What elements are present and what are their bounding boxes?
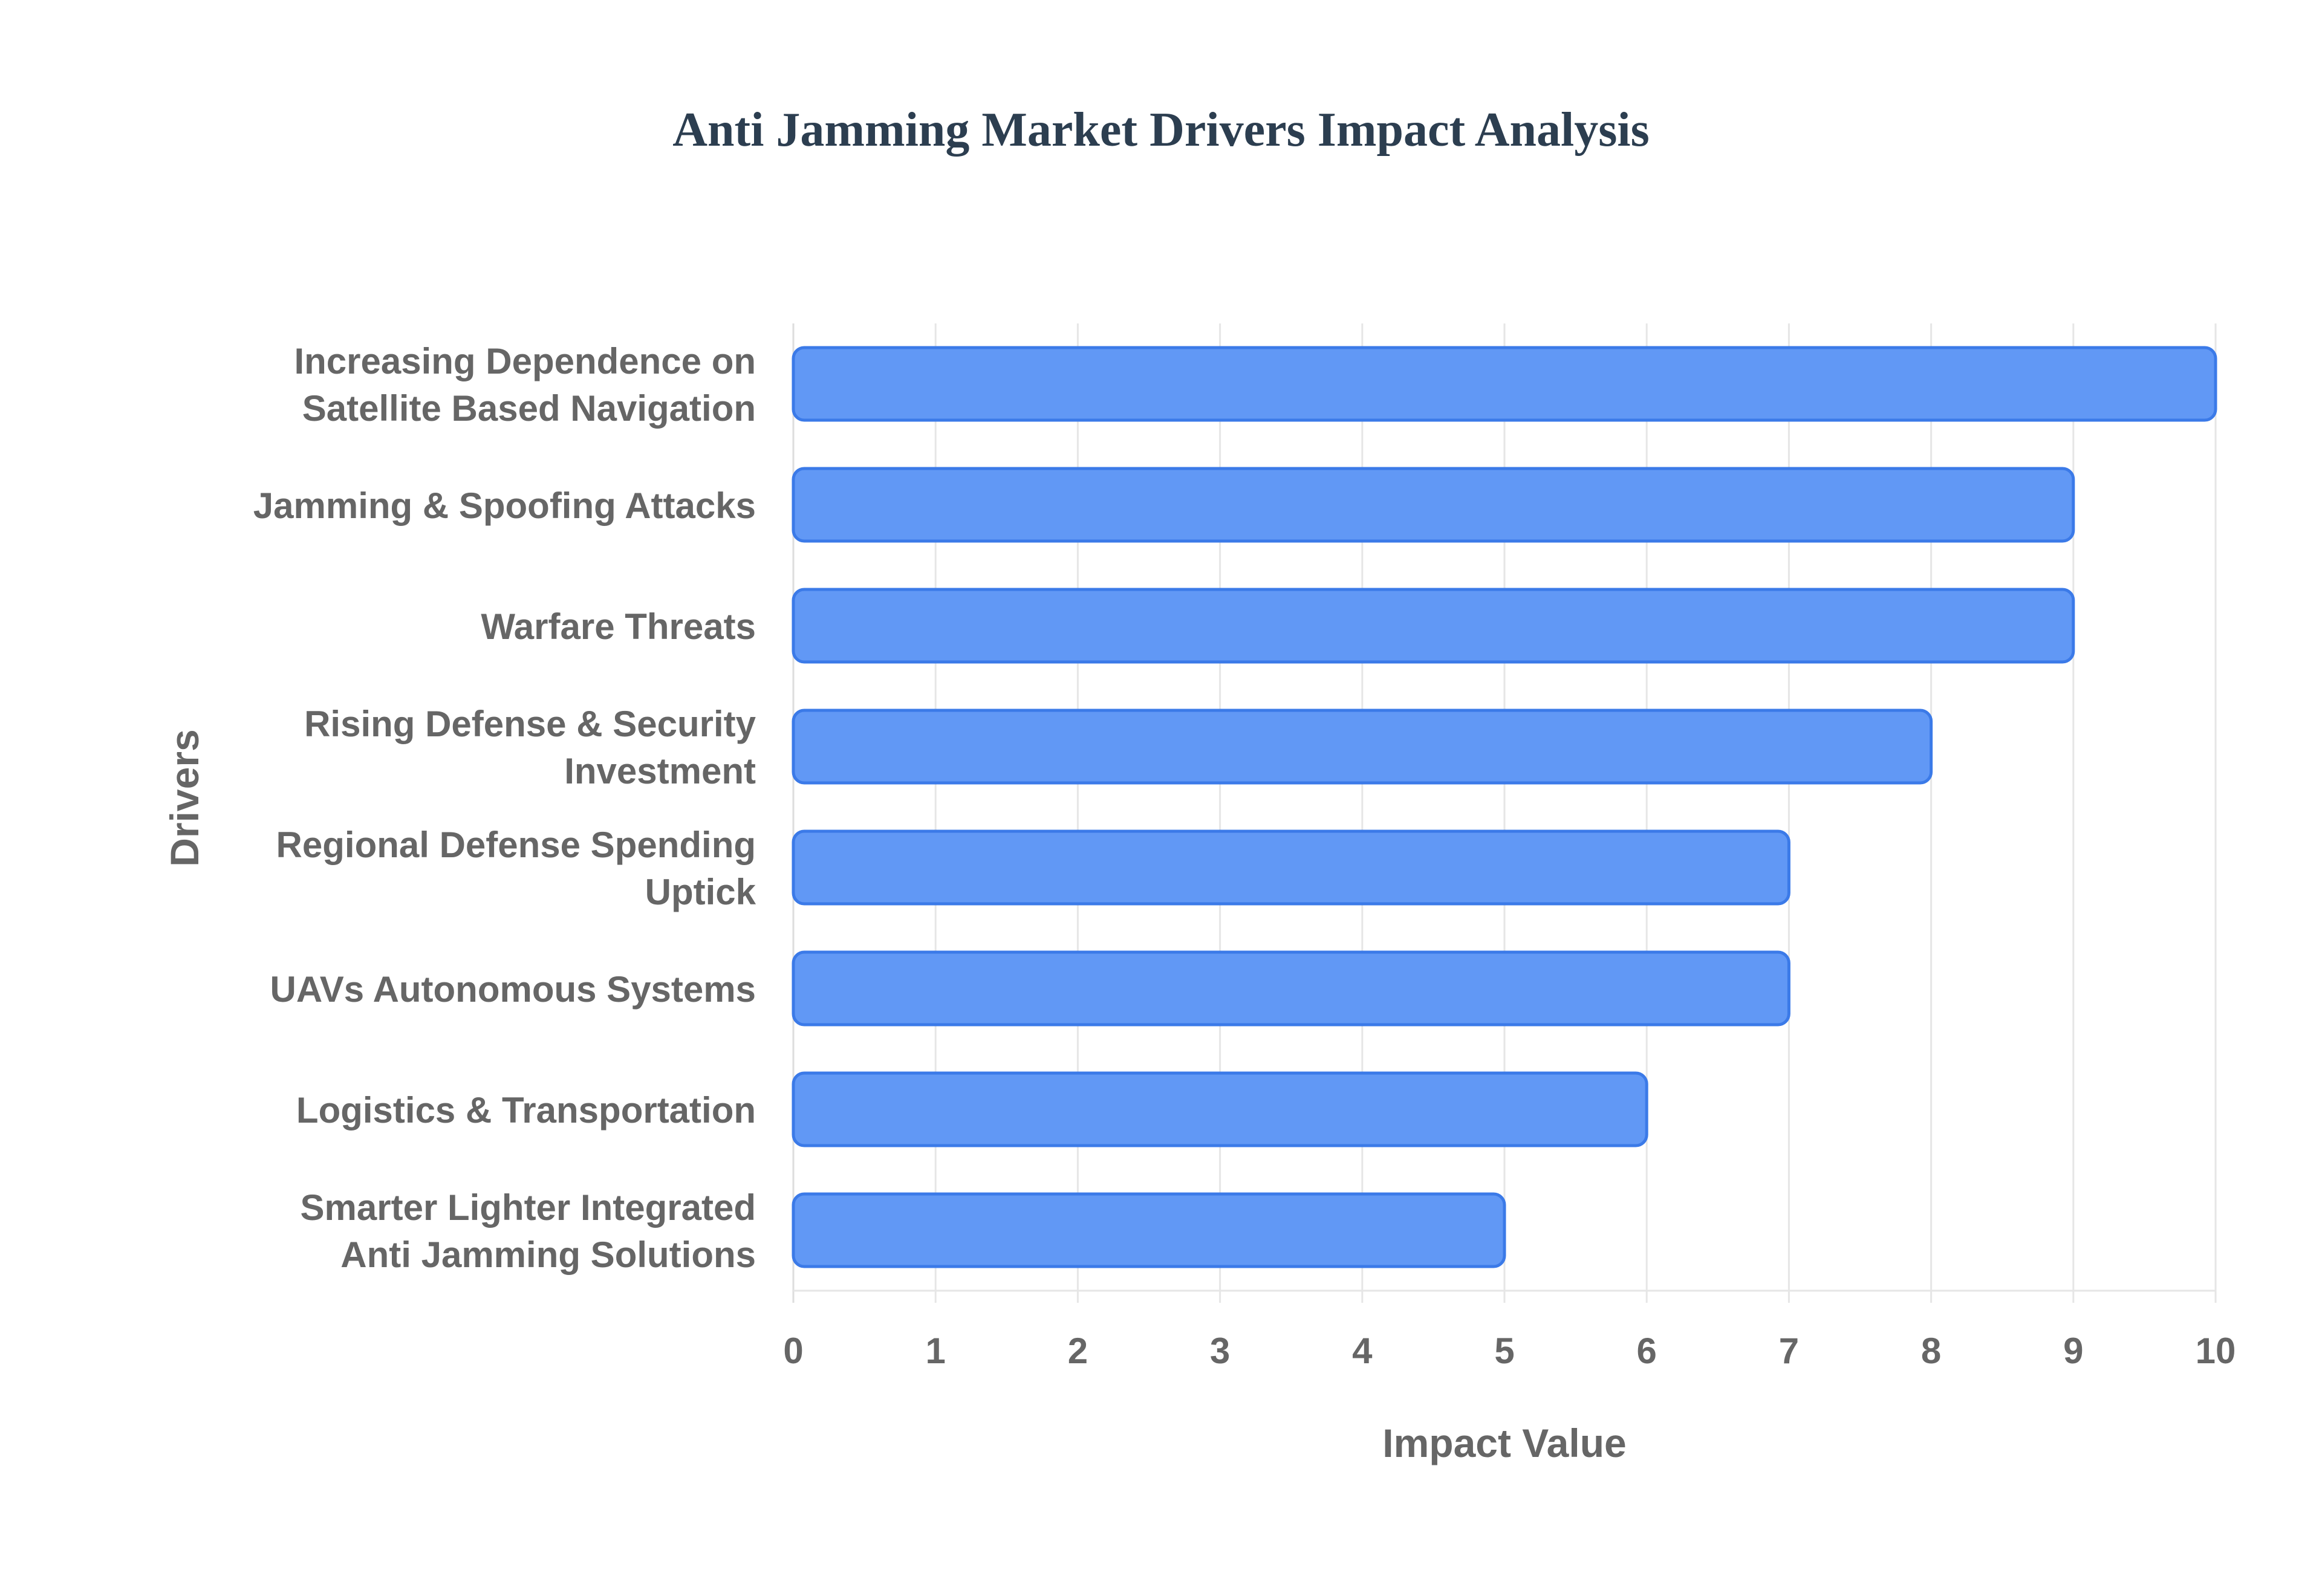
- x-tick-label: 0: [783, 1331, 803, 1371]
- category-label: Jamming & Spoofing Attacks: [253, 485, 756, 526]
- bar: [792, 346, 2217, 422]
- bar: [792, 829, 1790, 906]
- category-labels: Increasing Dependence on Satellite Based …: [253, 341, 756, 1275]
- category-label: Warfare Threats: [481, 606, 756, 647]
- x-tick-label: 5: [1494, 1331, 1514, 1371]
- bar: [792, 588, 2075, 664]
- chart-title: Anti Jamming Market Drivers Impact Analy…: [672, 103, 1650, 157]
- bar: [792, 950, 1790, 1027]
- bar: [792, 1192, 1506, 1268]
- bar: [792, 709, 1933, 785]
- x-tick-label: 1: [926, 1331, 946, 1371]
- x-tick-label: 2: [1068, 1331, 1088, 1371]
- x-tick-label: 7: [1779, 1331, 1799, 1371]
- category-label: Logistics & Transportation: [296, 1090, 756, 1130]
- bar: [792, 467, 2075, 543]
- x-tick-label: 3: [1210, 1331, 1230, 1371]
- x-tick-label: 10: [2196, 1331, 2236, 1371]
- category-label: Regional Defense Spending Uptick: [276, 825, 756, 912]
- y-axis-title: Drivers: [162, 729, 207, 867]
- category-label: Increasing Dependence on Satellite Based …: [294, 341, 756, 429]
- category-label: UAVs Autonomous Systems: [270, 969, 756, 1010]
- bar: [792, 1071, 1648, 1147]
- x-tick-label: 8: [1921, 1331, 1941, 1371]
- category-label: Smarter Lighter Integrated Anti Jamming S…: [301, 1187, 756, 1275]
- bars: [792, 346, 2217, 1268]
- category-label: Rising Defense & Security Investment: [304, 704, 756, 791]
- x-tick-label: 4: [1352, 1331, 1373, 1371]
- x-tick-labels: 0 1 2 3 4 5 6 7 8 9 10: [783, 1331, 2236, 1371]
- x-axis-title: Impact Value: [1382, 1421, 1627, 1465]
- x-tick-label: 6: [1637, 1331, 1657, 1371]
- x-tick-label: 9: [2063, 1331, 2083, 1371]
